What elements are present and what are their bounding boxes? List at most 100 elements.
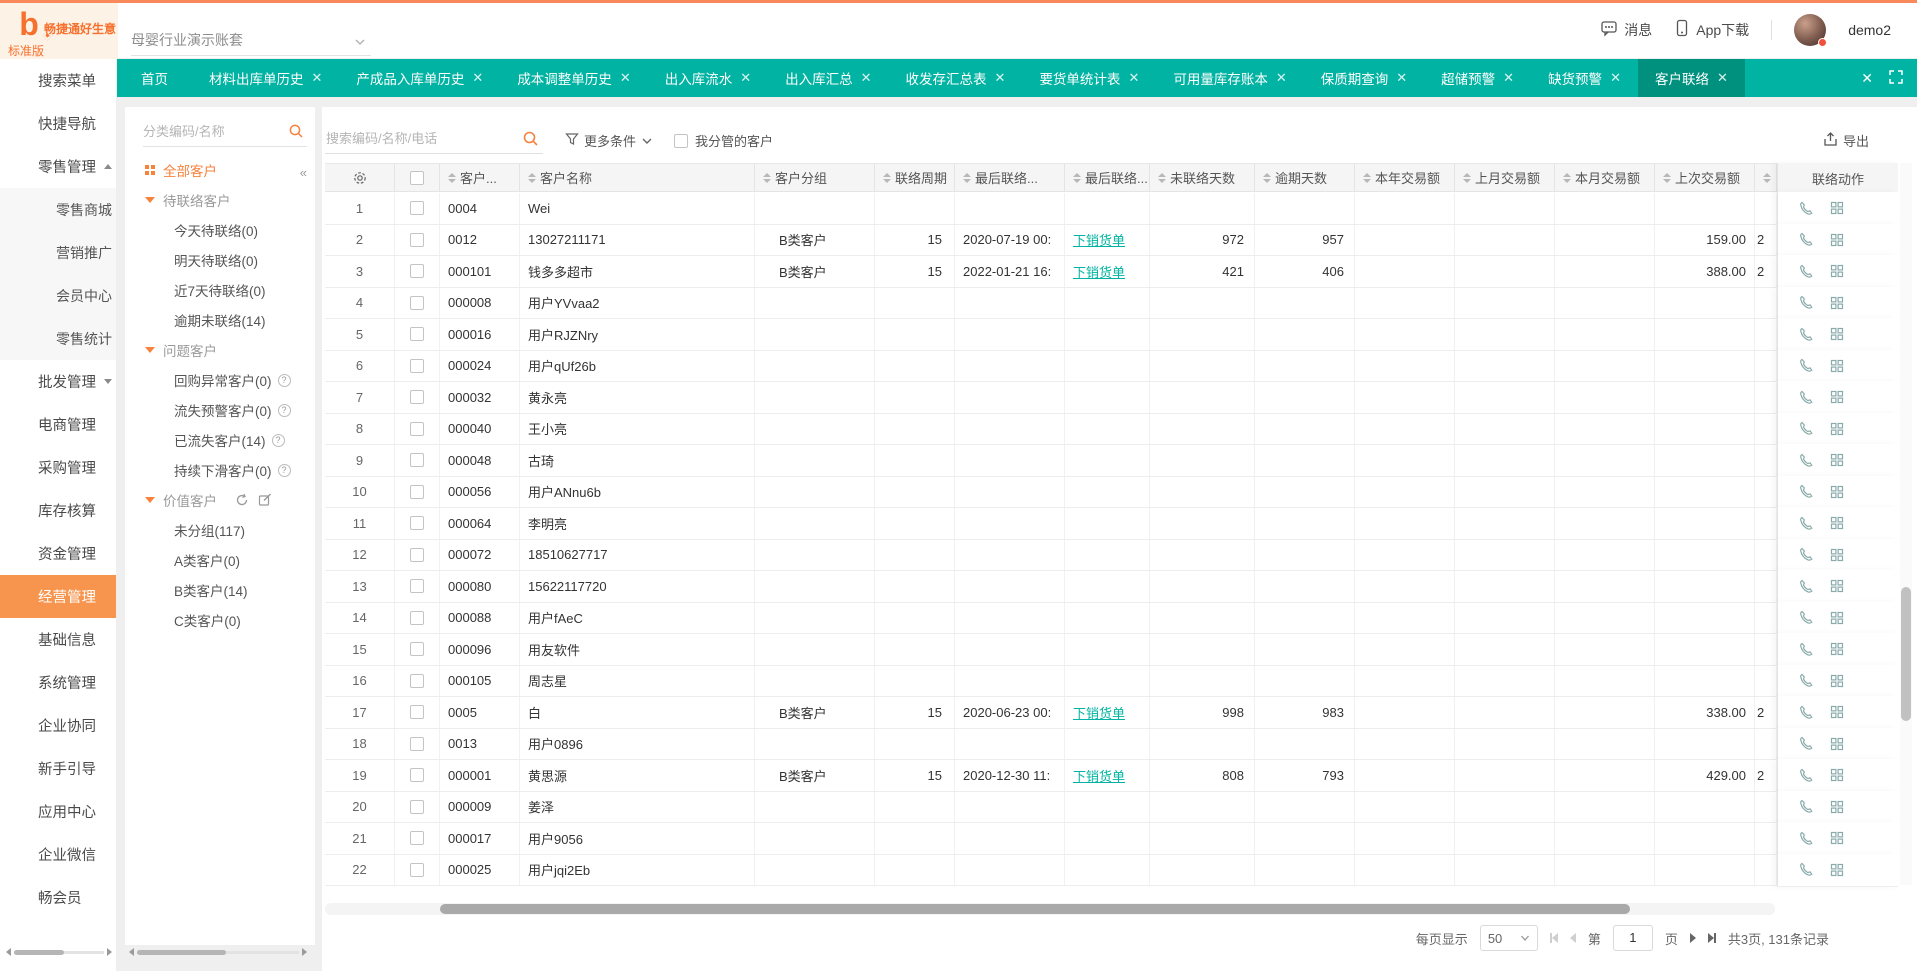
sidebar-item-批发管理[interactable]: 批发管理 xyxy=(0,360,116,403)
per-page-select[interactable]: 50 xyxy=(1479,925,1538,951)
row-checkbox[interactable] xyxy=(410,327,424,342)
contact-phone-icon[interactable] xyxy=(1799,610,1814,625)
sidebar-item-应用中心[interactable]: 应用中心 xyxy=(0,790,116,833)
sort-icon[interactable] xyxy=(1263,172,1271,183)
row-checkbox[interactable] xyxy=(410,673,424,688)
more-actions-grid-icon[interactable] xyxy=(1830,674,1844,688)
sidebar-item-企业协同[interactable]: 企业协同 xyxy=(0,704,116,747)
column-settings-gear-icon[interactable] xyxy=(352,170,368,186)
tree-item-问题客户[interactable]: 问题客户 xyxy=(125,335,315,365)
last-page-button[interactable] xyxy=(1707,933,1716,943)
tab-可用量库存账本[interactable]: 可用量库存账本 ✕ xyxy=(1156,59,1303,97)
tree-expand-icon[interactable] xyxy=(145,497,155,503)
sidebar-item-电商管理[interactable]: 电商管理 xyxy=(0,403,116,446)
contact-phone-icon[interactable] xyxy=(1799,264,1814,279)
more-actions-grid-icon[interactable] xyxy=(1830,327,1844,341)
more-actions-grid-icon[interactable] xyxy=(1830,264,1844,278)
doc-link[interactable]: 下销货单 xyxy=(1073,768,1126,784)
edit-icon[interactable] xyxy=(258,493,272,507)
sort-icon[interactable] xyxy=(763,172,771,183)
help-icon[interactable]: ? xyxy=(277,463,291,477)
sidebar-item-采购管理[interactable]: 采购管理 xyxy=(0,446,116,489)
tree-item-逾期未联络(14)[interactable]: 逾期未联络(14) xyxy=(125,305,315,335)
tree-item-明天待联络(0)[interactable]: 明天待联络(0) xyxy=(125,245,315,275)
contact-phone-icon[interactable] xyxy=(1799,295,1814,310)
refresh-icon[interactable] xyxy=(235,493,249,507)
collapse-panel-icon[interactable]: « xyxy=(299,165,307,180)
tree-item-C类客户(0)[interactable]: C类客户(0) xyxy=(125,605,315,635)
sidebar-item-企业微信[interactable]: 企业微信 xyxy=(0,833,116,876)
page-number-input[interactable]: 1 xyxy=(1612,925,1653,951)
tree-item-回购异常客户(0)[interactable]: 回购异常客户(0)? xyxy=(125,365,315,395)
sidebar-item-搜索菜单[interactable]: 搜索菜单 xyxy=(0,59,116,102)
tree-item-待联络客户[interactable]: 待联络客户 xyxy=(125,185,315,215)
tab-close-icon[interactable]: ✕ xyxy=(311,70,323,85)
contact-phone-icon[interactable] xyxy=(1799,484,1814,499)
row-checkbox[interactable] xyxy=(410,453,424,468)
sidebar-item-零售商城[interactable]: 零售商城 xyxy=(0,188,116,231)
sidebar-item-系统管理[interactable]: 系统管理 xyxy=(0,661,116,704)
tab-材料出库单历史[interactable]: 材料出库单历史 ✕ xyxy=(192,59,339,97)
row-checkbox[interactable] xyxy=(410,831,424,846)
doc-link[interactable]: 下销货单 xyxy=(1073,705,1126,721)
doc-link[interactable]: 下销货单 xyxy=(1073,233,1126,249)
account-selector[interactable]: 母婴行业演示账套 xyxy=(131,30,371,56)
tree-item-未分组(117)[interactable]: 未分组(117) xyxy=(125,515,315,545)
tree-item-持续下滑客户(0)[interactable]: 持续下滑客户(0)? xyxy=(125,455,315,485)
tab-close-icon[interactable]: ✕ xyxy=(472,70,484,85)
first-page-button[interactable] xyxy=(1549,933,1558,943)
more-actions-grid-icon[interactable] xyxy=(1830,611,1844,625)
tab-出入库汇总[interactable]: 出入库汇总 ✕ xyxy=(768,59,888,97)
tree-item-流失预警客户(0)[interactable]: 流失预警客户(0)? xyxy=(125,395,315,425)
contact-phone-icon[interactable] xyxy=(1799,358,1814,373)
sort-icon[interactable] xyxy=(883,172,891,183)
sidebar-horizontal-scrollbar[interactable] xyxy=(6,946,112,958)
tab-保质期查询[interactable]: 保质期查询 ✕ xyxy=(1304,59,1424,97)
tab-成本调整单历史[interactable]: 成本调整单历史 ✕ xyxy=(500,59,647,97)
tab-close-icon[interactable]: ✕ xyxy=(860,70,872,85)
sort-icon[interactable] xyxy=(1463,172,1471,183)
row-checkbox[interactable] xyxy=(410,579,424,594)
more-actions-grid-icon[interactable] xyxy=(1830,800,1844,814)
more-actions-grid-icon[interactable] xyxy=(1830,737,1844,751)
sort-icon[interactable] xyxy=(1073,172,1081,183)
more-actions-grid-icon[interactable] xyxy=(1830,831,1844,845)
search-icon[interactable] xyxy=(288,123,305,145)
row-checkbox[interactable] xyxy=(410,516,424,531)
tab-close-icon[interactable]: ✕ xyxy=(740,70,752,85)
contact-phone-icon[interactable] xyxy=(1799,579,1814,594)
sidebar-item-快捷导航[interactable]: 快捷导航 xyxy=(0,102,116,145)
tab-产成品入库单历史[interactable]: 产成品入库单历史 ✕ xyxy=(339,59,500,97)
horizontal-scrollbar-thumb[interactable] xyxy=(440,904,1630,914)
more-actions-grid-icon[interactable] xyxy=(1830,359,1844,373)
contact-phone-icon[interactable] xyxy=(1799,736,1814,751)
row-checkbox[interactable] xyxy=(410,421,424,436)
row-checkbox[interactable] xyxy=(410,705,424,720)
sort-icon[interactable] xyxy=(1563,172,1571,183)
sort-icon[interactable] xyxy=(963,172,971,183)
vertical-scrollbar[interactable] xyxy=(1900,163,1912,885)
row-checkbox[interactable] xyxy=(410,295,424,310)
more-actions-grid-icon[interactable] xyxy=(1830,642,1844,656)
contact-phone-icon[interactable] xyxy=(1799,547,1814,562)
tree-item-已流失客户(14)[interactable]: 已流失客户(14)? xyxy=(125,425,315,455)
row-checkbox[interactable] xyxy=(410,264,424,279)
contact-phone-icon[interactable] xyxy=(1799,831,1814,846)
tree-item-近7天待联络(0)[interactable]: 近7天待联络(0) xyxy=(125,275,315,305)
contact-phone-icon[interactable] xyxy=(1799,768,1814,783)
select-all-checkbox[interactable] xyxy=(410,170,424,185)
app-download-button[interactable]: App下载 xyxy=(1674,19,1749,40)
avatar[interactable] xyxy=(1794,13,1828,47)
row-checkbox[interactable] xyxy=(410,390,424,405)
export-button[interactable]: 导出 xyxy=(1823,131,1869,150)
customer-search-input[interactable]: 搜索编码/名称/电话 xyxy=(325,127,543,154)
more-actions-grid-icon[interactable] xyxy=(1830,516,1844,530)
more-filters-button[interactable]: 更多条件 xyxy=(565,131,653,150)
tab-close-icon[interactable]: ✕ xyxy=(619,70,631,85)
row-checkbox[interactable] xyxy=(410,642,424,657)
tab-close-icon[interactable]: ✕ xyxy=(994,70,1006,85)
sidebar-item-畅会员[interactable]: 畅会员 xyxy=(0,876,116,919)
fullscreen-icon[interactable] xyxy=(1889,69,1903,87)
contact-phone-icon[interactable] xyxy=(1799,516,1814,531)
row-checkbox[interactable] xyxy=(410,736,424,751)
